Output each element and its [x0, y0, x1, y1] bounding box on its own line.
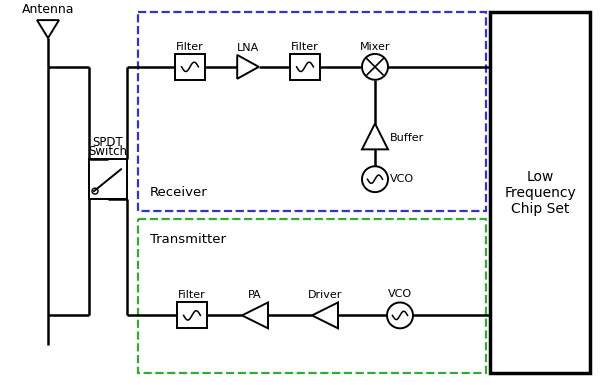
Text: Buffer: Buffer — [390, 134, 424, 144]
Text: Filter: Filter — [176, 42, 204, 52]
Circle shape — [362, 166, 388, 192]
Bar — [89, 159, 127, 199]
Bar — [290, 54, 320, 80]
Text: Antenna: Antenna — [22, 3, 74, 16]
Polygon shape — [237, 55, 259, 79]
Text: PA: PA — [248, 291, 262, 300]
Text: Transmitter: Transmitter — [150, 233, 226, 246]
Text: Filter: Filter — [178, 291, 206, 300]
Bar — [490, 12, 590, 373]
Bar — [177, 303, 207, 328]
Circle shape — [387, 303, 413, 328]
Text: LNA: LNA — [237, 43, 259, 53]
Text: VCO: VCO — [388, 290, 412, 300]
Text: Chip Set: Chip Set — [511, 201, 569, 216]
Text: Low: Low — [526, 170, 554, 184]
Polygon shape — [312, 303, 338, 328]
Text: Frequency: Frequency — [504, 186, 576, 199]
Polygon shape — [362, 124, 388, 149]
Text: SPDT: SPDT — [92, 136, 124, 149]
Bar — [138, 12, 486, 211]
Text: Receiver: Receiver — [150, 186, 208, 199]
Text: Switch: Switch — [89, 145, 128, 158]
Bar — [138, 219, 486, 373]
Text: Filter: Filter — [291, 42, 319, 52]
Text: Driver: Driver — [308, 291, 342, 300]
Text: Mixer: Mixer — [360, 42, 390, 52]
Bar — [175, 54, 205, 80]
Text: VCO: VCO — [390, 174, 414, 184]
Polygon shape — [242, 303, 268, 328]
Circle shape — [362, 54, 388, 80]
Polygon shape — [37, 20, 59, 38]
Circle shape — [92, 188, 98, 194]
